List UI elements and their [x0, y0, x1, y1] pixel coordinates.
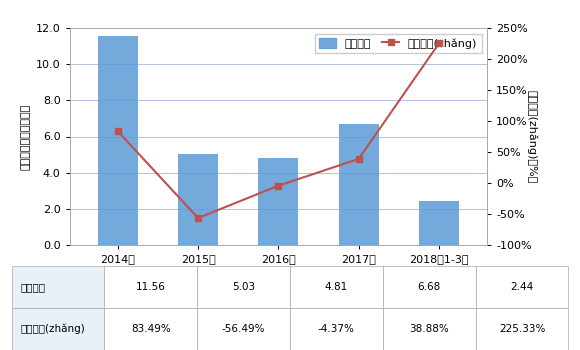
- Y-axis label: 同比增長(zhǎng)（%）: 同比增長(zhǎng)（%）: [527, 90, 538, 183]
- Bar: [339, 124, 379, 245]
- Bar: [258, 158, 299, 245]
- Legend: 出口金額, 同比增長(zhǎng): 出口金額, 同比增長(zhǎng): [315, 34, 481, 53]
- Y-axis label: 出口金額（百萬美元）: 出口金額（百萬美元）: [20, 103, 30, 170]
- Bar: [419, 201, 459, 245]
- Bar: [178, 154, 218, 245]
- Bar: [97, 36, 138, 245]
